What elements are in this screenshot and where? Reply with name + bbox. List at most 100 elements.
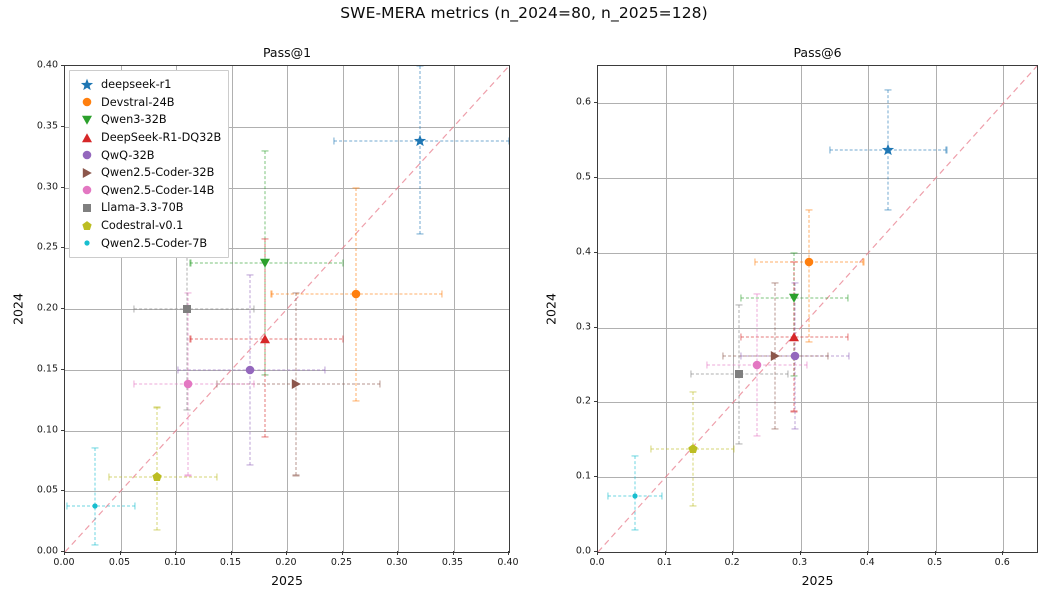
legend-item[interactable]: Llama-3.3-70B bbox=[76, 199, 221, 217]
error-bar-cap bbox=[183, 409, 191, 411]
x-tick-label: 0.05 bbox=[108, 557, 131, 568]
error-bar-cap bbox=[733, 445, 735, 453]
y-tick-label: 0.20 bbox=[36, 302, 58, 314]
x-tick bbox=[597, 551, 598, 555]
x-tick bbox=[732, 551, 734, 555]
legend-box[interactable]: deepseek-r1 Devstral-24B Qwen3-32B DeepSeek… bbox=[69, 70, 230, 258]
error-bar-cap bbox=[806, 361, 808, 369]
y-tick bbox=[60, 368, 64, 370]
y-tick-label: 0.2 bbox=[575, 395, 591, 407]
legend-item[interactable]: deepseek-r1 bbox=[76, 76, 221, 94]
error-bar-cap bbox=[66, 502, 68, 510]
error-bar-cap bbox=[689, 505, 697, 507]
x-tick bbox=[508, 551, 509, 555]
y-gridline bbox=[598, 103, 1037, 105]
legend-marker-icon bbox=[76, 95, 98, 109]
x-tick-label: 0.0 bbox=[589, 557, 605, 568]
legend-marker-icon bbox=[76, 78, 98, 92]
legend-item[interactable]: Qwen3-32B bbox=[76, 111, 221, 129]
error-bar-cap bbox=[754, 258, 756, 266]
y-tick bbox=[593, 401, 597, 403]
error-bar-vertical bbox=[808, 209, 810, 342]
error-bar-cap bbox=[771, 282, 779, 284]
y-tick bbox=[60, 186, 64, 188]
data-point-marker bbox=[787, 291, 801, 305]
error-bar-cap bbox=[607, 492, 609, 500]
error-bar-cap bbox=[216, 473, 218, 481]
x-tick-label: 0.25 bbox=[330, 557, 353, 568]
x-tick bbox=[664, 551, 666, 555]
error-bar-cap bbox=[379, 380, 381, 388]
y-tick-label: 0.30 bbox=[36, 181, 58, 192]
error-bar-cap bbox=[261, 436, 269, 438]
y-tick-label: 0.40 bbox=[36, 59, 58, 71]
error-bar-cap bbox=[134, 502, 136, 510]
legend-item[interactable]: DeepSeek-R1-DQ32B bbox=[76, 129, 221, 147]
legend-item-label: Qwen2.5-Coder-32B bbox=[101, 166, 215, 180]
x-tick-label: 0.20 bbox=[275, 557, 297, 568]
legend-item-label: Llama-3.3-70B bbox=[101, 201, 184, 215]
legend-item-label: deepseek-r1 bbox=[101, 78, 172, 92]
y-tick bbox=[593, 551, 597, 552]
legend-item[interactable]: Codestral-v0.1 bbox=[76, 217, 221, 235]
error-bar-cap bbox=[270, 290, 272, 298]
error-bar-cap bbox=[133, 305, 135, 313]
error-bar-cap bbox=[847, 333, 849, 341]
y-tick-label: 0.6 bbox=[575, 96, 591, 108]
error-bar-cap bbox=[341, 335, 344, 343]
error-bar-cap bbox=[791, 428, 799, 430]
figure-suptitle: SWE-MERA metrics (n_2024=80, n_2025=128) bbox=[340, 4, 708, 22]
error-bar-cap bbox=[739, 294, 742, 302]
legend-item[interactable]: Devstral-24B bbox=[76, 94, 221, 112]
error-bar-cap bbox=[177, 366, 179, 374]
data-point-marker bbox=[181, 377, 195, 391]
data-point-marker bbox=[686, 442, 700, 456]
error-bar-cap bbox=[108, 473, 110, 481]
error-bar-cap bbox=[246, 463, 254, 466]
legend-item[interactable]: Qwen2.5-Coder-32B bbox=[76, 164, 221, 182]
error-bar-cap bbox=[189, 335, 191, 343]
x-tick bbox=[64, 551, 65, 555]
error-bar-cap bbox=[91, 544, 99, 546]
error-bar-cap bbox=[787, 370, 789, 378]
y-gridline bbox=[598, 178, 1037, 180]
error-bar-cap bbox=[416, 66, 424, 67]
legend-item[interactable]: Qwen2.5-Coder-14B bbox=[76, 182, 221, 200]
legend-marker-icon bbox=[76, 183, 98, 197]
y-gridline bbox=[598, 327, 1037, 329]
error-bar-cap bbox=[805, 341, 813, 343]
x-tick-label: 0.1 bbox=[656, 557, 673, 568]
legend-item[interactable]: Qwen2.5-Coder-7B bbox=[76, 234, 221, 252]
error-bar-horizontal bbox=[67, 505, 135, 507]
plot-area-1 bbox=[597, 65, 1038, 553]
legend-marker-icon bbox=[76, 166, 98, 180]
x-tick bbox=[867, 551, 869, 555]
data-point-marker bbox=[349, 287, 363, 301]
x-gridline bbox=[868, 66, 870, 552]
error-bar-cap bbox=[253, 305, 255, 313]
x-tick bbox=[799, 551, 801, 555]
legend-item[interactable]: QwQ-32B bbox=[76, 146, 221, 164]
error-bar-cap bbox=[689, 391, 697, 393]
legend-item-label: Qwen2.5-Coder-7B bbox=[101, 236, 208, 250]
legend-item-label: Qwen3-32B bbox=[101, 113, 167, 127]
y-tick bbox=[60, 551, 64, 552]
x-tick bbox=[175, 551, 176, 555]
error-bar-cap bbox=[352, 400, 360, 402]
error-bar-cap bbox=[341, 259, 344, 267]
error-bar-cap bbox=[631, 529, 639, 531]
error-bar-horizontal bbox=[109, 476, 218, 478]
y-tick-label: 0.35 bbox=[36, 120, 58, 132]
error-bar-vertical bbox=[634, 456, 636, 530]
y-tick bbox=[60, 125, 64, 127]
legend-marker-icon bbox=[76, 131, 98, 145]
error-bar-cap bbox=[246, 274, 254, 276]
legend-item-label: Devstral-24B bbox=[101, 95, 175, 109]
x-tick bbox=[341, 551, 343, 555]
error-bar-cap bbox=[352, 186, 360, 189]
y-tick bbox=[593, 476, 597, 478]
error-bar-cap bbox=[884, 209, 892, 211]
y-gridline bbox=[65, 309, 509, 310]
x-tick bbox=[452, 551, 454, 555]
error-bar-cap bbox=[153, 406, 161, 408]
